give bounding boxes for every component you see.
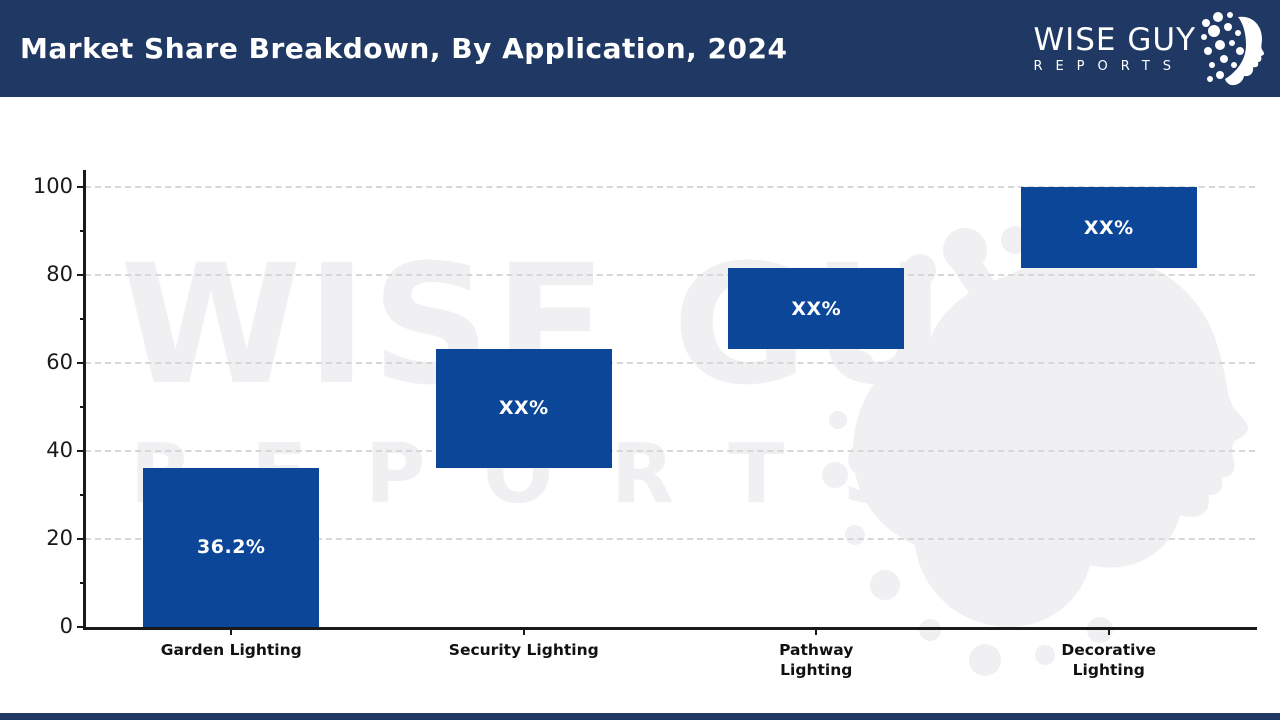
x-label-decorative-lighting: Decorative Lighting	[1061, 641, 1157, 679]
bar-garden-lighting: 36.2%	[143, 467, 320, 627]
y-tick-0	[77, 626, 85, 628]
gridline-100	[85, 186, 1255, 189]
y-tick-label-40: 40	[46, 438, 73, 463]
y-tick-label-80: 80	[46, 262, 73, 287]
x-tick-1	[230, 627, 233, 635]
y-minor-tick-70	[80, 318, 85, 321]
bar-security-lighting-text: XX%	[498, 397, 549, 420]
bar-pathway-lighting: XX%	[728, 268, 905, 349]
y-minor-tick-30	[80, 494, 85, 497]
brand-head-icon	[1201, 12, 1265, 86]
bar-garden-lighting-text: 36.2%	[197, 536, 266, 559]
y-tick-label-20: 20	[46, 526, 73, 551]
brand-logo: WISE GUY REPORTS	[1006, 8, 1266, 90]
x-label-garden-lighting: Garden Lighting	[160, 641, 302, 659]
y-tick-40	[77, 450, 85, 453]
brand-subtitle: REPORTS	[1033, 59, 1185, 74]
y-axis-line	[83, 170, 86, 629]
gridline-60	[85, 362, 1255, 365]
y-tick-100	[77, 186, 85, 189]
bar-pathway-lighting-text: XX%	[791, 297, 842, 320]
brand-name: WISE GUY	[1033, 22, 1196, 58]
bar-decorative-lighting-text: XX%	[1083, 216, 1134, 239]
header-bar: Market Share Breakdown, By Application, …	[0, 0, 1280, 97]
y-tick-80	[77, 274, 85, 277]
footer-bar	[0, 713, 1280, 720]
y-tick-60	[77, 362, 85, 365]
gridline-20	[85, 538, 1255, 541]
x-label-pathway-lighting: Pathway Lighting	[779, 641, 854, 679]
y-minor-tick-90	[80, 230, 85, 233]
x-tick-2	[522, 627, 525, 635]
gridline-80	[85, 274, 1255, 277]
x-label-security-lighting: Security Lighting	[448, 641, 599, 659]
chart-title: Market Share Breakdown, By Application, …	[20, 32, 788, 65]
y-minor-tick-50	[80, 406, 85, 409]
y-tick-20	[77, 538, 85, 541]
y-minor-tick-10	[80, 582, 85, 585]
gridline-40	[85, 450, 1255, 453]
y-tick-label-0: 0	[59, 614, 73, 638]
bar-decorative-lighting: XX%	[1020, 187, 1197, 269]
bar-security-lighting: XX%	[435, 348, 612, 468]
x-tick-3	[815, 627, 818, 635]
brand-logo-text: WISE GUY REPORTS	[1033, 23, 1196, 75]
y-tick-label-60: 60	[46, 350, 73, 375]
x-axis-line	[83, 627, 1257, 630]
y-tick-label-100: 100	[32, 174, 73, 199]
